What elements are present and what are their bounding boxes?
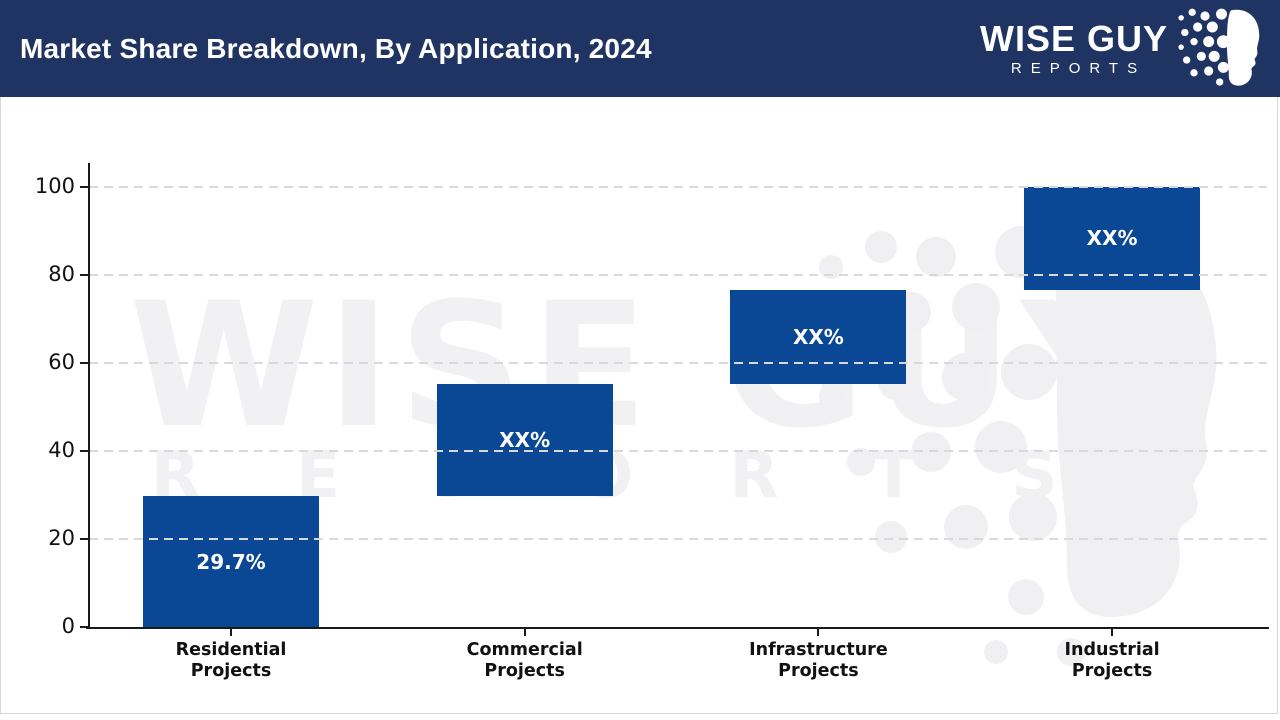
bar-value-label: 29.7%	[196, 549, 266, 574]
logo-text: WISE GUY REPORTS	[979, 18, 1168, 77]
bar-value-label: XX%	[499, 428, 551, 453]
y-tick-label: 60	[48, 350, 75, 374]
category-label-industrial-projects: Industrial Projects	[1064, 640, 1160, 681]
category-label-residential-projects: Residential Projects	[175, 640, 287, 681]
header-band: Market Share Breakdown, By Application, …	[0, 0, 1280, 97]
y-tick-label: 80	[48, 262, 75, 286]
y-tick-mark	[80, 450, 88, 452]
page-title: Market Share Breakdown, By Application, …	[20, 32, 652, 64]
y-tick-label: 40	[48, 438, 75, 462]
h-gridline	[89, 186, 1267, 188]
y-tick-mark	[80, 274, 88, 276]
bar-value-label: XX%	[792, 325, 844, 350]
bar-infrastructure-projects: XX%	[730, 289, 907, 385]
bar-value-label: XX%	[1086, 226, 1138, 251]
logo-wordmark: WISE GUY	[979, 18, 1168, 59]
category-label-commercial-projects: Commercial Projects	[466, 640, 583, 681]
x-tick-mark	[817, 629, 820, 636]
chart-area: WISE GUY REPORTS 0 20 40 60 80 100 29.7% Reside…	[0, 97, 1278, 714]
watermark-wordmark: WISE GUY	[129, 265, 1154, 466]
x-tick-mark	[230, 629, 232, 636]
y-tick-mark	[80, 186, 88, 188]
bar-residential-projects: 29.7%	[143, 496, 319, 627]
y-tick-label: 20	[48, 526, 75, 550]
bar-commercial-projects: XX%	[436, 384, 613, 497]
h-gridline	[89, 362, 1267, 364]
y-axis-line	[88, 163, 90, 629]
y-tick-mark	[80, 362, 88, 364]
logo-subtitle: REPORTS	[1010, 60, 1147, 77]
y-tick-label: 100	[34, 174, 75, 198]
x-tick-mark	[523, 629, 526, 636]
y-tick-mark	[80, 626, 88, 628]
h-gridline	[89, 274, 1267, 276]
y-tick-mark	[80, 538, 88, 540]
logo-head-icon	[1178, 8, 1260, 86]
h-gridline	[89, 450, 1267, 452]
x-tick-mark	[1111, 629, 1114, 636]
h-gridline	[89, 538, 1267, 540]
x-axis-line	[86, 627, 1269, 629]
category-label-infrastructure-projects: Infrastructure Projects	[749, 640, 888, 681]
wise-guy-reports-logo: WISE GUY REPORTS	[980, 5, 1262, 93]
y-tick-label: 0	[61, 614, 75, 638]
